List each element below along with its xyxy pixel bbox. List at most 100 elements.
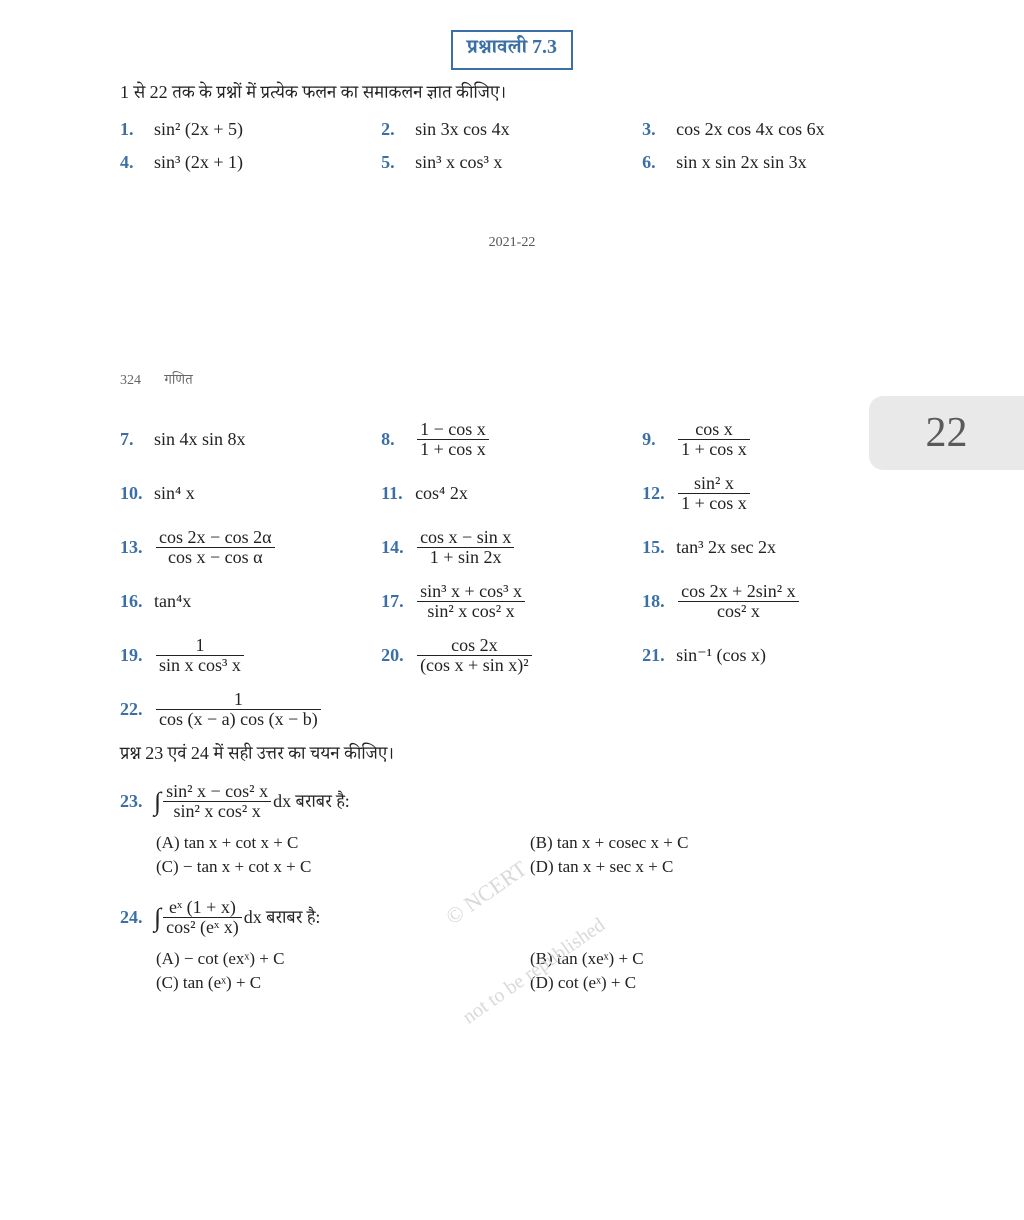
- q-num: 17.: [381, 588, 415, 615]
- integral-icon: ∫: [154, 898, 161, 937]
- question-row-4: 10.sin⁴ x 11.cos⁴ 2x 12.sin² x1 + cos x: [120, 469, 904, 521]
- q-expr: sin³ (2x + 1): [154, 149, 243, 176]
- q17: 17.sin³ x + cos³ xsin² x cos² x: [381, 577, 642, 625]
- q-num: 21.: [642, 642, 676, 669]
- q-num: 9.: [642, 426, 676, 453]
- q13: 13.cos 2x − cos 2αcos x − cos α: [120, 523, 381, 571]
- q-num: 13.: [120, 534, 154, 561]
- q8: 8.1 − cos x1 + cos x: [381, 415, 642, 463]
- q10: 10.sin⁴ x: [120, 469, 381, 517]
- q5: 5.sin³ x cos³ x: [381, 149, 642, 176]
- q12: 12.sin² x1 + cos x: [642, 469, 903, 517]
- instruction-text: 1 से 22 तक के प्रश्नों में प्रत्येक फलन …: [120, 82, 904, 110]
- question-row-5: 13.cos 2x − cos 2αcos x − cos α 14.cos x…: [120, 523, 904, 575]
- question-row-7: 19.1sin x cos³ x 20.cos 2x(cos x + sin x…: [120, 631, 904, 683]
- q-num: 24.: [120, 904, 154, 931]
- q-num: 14.: [381, 534, 415, 561]
- frac-num: cos 2x + 2sin² x: [678, 582, 799, 602]
- frac-num: eˣ (1 + x): [163, 898, 242, 918]
- frac-den: (cos x + sin x)²: [417, 656, 532, 675]
- frac-den: sin² x cos² x: [163, 802, 271, 821]
- q23-opt-a: (A) tan x + cot x + C: [156, 833, 530, 853]
- frac-num: 1: [156, 636, 244, 656]
- q23-opt-c: (C) − tan x + cot x + C: [156, 857, 530, 877]
- side-tab[interactable]: 22: [869, 396, 1024, 470]
- q-tail: dx बराबर है:: [244, 904, 321, 931]
- exercise-title-wrap: प्रश्नावली 7.3: [120, 30, 904, 78]
- q-num: 19.: [120, 642, 154, 669]
- q-expr: tan³ 2x sec 2x: [676, 534, 776, 561]
- fraction: cos 2x(cos x + sin x)²: [417, 636, 532, 675]
- exercise-title: प्रश्नावली 7.3: [451, 30, 573, 70]
- subject-text: गणित: [165, 373, 193, 388]
- frac-num: 1: [156, 690, 321, 710]
- q23-opt-b: (B) tan x + cosec x + C: [530, 833, 904, 853]
- frac-num: cos x: [678, 420, 750, 440]
- mcq-instruction: प्रश्न 23 एवं 24 में सही उत्तर का चयन की…: [120, 743, 904, 771]
- q16: 16.tan⁴x: [120, 577, 381, 625]
- q-expr: sin⁴ x: [154, 480, 195, 507]
- q4: 4.sin³ (2x + 1): [120, 149, 381, 176]
- year-text: 2021-22: [120, 235, 904, 251]
- frac-num: cos 2x − cos 2α: [156, 528, 275, 548]
- fraction: cos 2x + 2sin² xcos² x: [678, 582, 799, 621]
- fraction: eˣ (1 + x)cos² (eˣ x): [163, 898, 242, 937]
- frac-den: cos (x − a) cos (x − b): [156, 710, 321, 729]
- fraction: sin² x − cos² xsin² x cos² x: [163, 782, 271, 821]
- q-num: 10.: [120, 480, 154, 507]
- fraction: 1 − cos x1 + cos x: [417, 420, 489, 459]
- q-expr: sin x sin 2x sin 3x: [676, 149, 807, 176]
- page-number: 324: [120, 373, 141, 388]
- frac-den: sin² x cos² x: [417, 602, 525, 621]
- q-num: 16.: [120, 588, 154, 615]
- q-num: 2.: [381, 116, 415, 143]
- q11: 11.cos⁴ 2x: [381, 469, 642, 517]
- question-row-8: 22.1cos (x − a) cos (x − b): [120, 685, 904, 737]
- q-num: 12.: [642, 480, 676, 507]
- fraction: 1sin x cos³ x: [156, 636, 244, 675]
- q-expr: sin⁻¹ (cos x): [676, 642, 766, 669]
- frac-num: 1 − cos x: [417, 420, 489, 440]
- q21: 21.sin⁻¹ (cos x): [642, 631, 903, 679]
- q-num: 7.: [120, 426, 154, 453]
- fraction: cos x − sin x1 + sin 2x: [417, 528, 514, 567]
- page-header: 324 गणित: [120, 371, 904, 393]
- q-expr: tan⁴x: [154, 588, 191, 615]
- q2: 2.sin 3x cos 4x: [381, 116, 642, 143]
- q-num: 23.: [120, 788, 154, 815]
- frac-num: sin² x: [678, 474, 750, 494]
- q24-options: (A) − cot (exˣ) + C (B) tan (xeˣ) + C (C…: [156, 947, 904, 995]
- q24: 24. ∫ eˣ (1 + x)cos² (eˣ x) dx बराबर है:: [120, 893, 904, 945]
- q-expr: cos 2x cos 4x cos 6x: [676, 116, 824, 143]
- fraction: cos 2x − cos 2αcos x − cos α: [156, 528, 275, 567]
- q23-opt-d: (D) tan x + sec x + C: [530, 857, 904, 877]
- q-expr: sin³ x cos³ x: [415, 149, 502, 176]
- q-num: 20.: [381, 642, 415, 669]
- q-expr: sin 4x sin 8x: [154, 426, 246, 453]
- frac-num: cos x − sin x: [417, 528, 514, 548]
- q-expr: sin² (2x + 5): [154, 116, 243, 143]
- q-num: 5.: [381, 149, 415, 176]
- q7: 7.sin 4x sin 8x: [120, 415, 381, 463]
- q-num: 18.: [642, 588, 676, 615]
- q-expr: cos⁴ 2x: [415, 480, 468, 507]
- q-expr: sin 3x cos 4x: [415, 116, 510, 143]
- q-tail: dx बराबर है:: [273, 788, 350, 815]
- question-row-6: 16.tan⁴x 17.sin³ x + cos³ xsin² x cos² x…: [120, 577, 904, 629]
- frac-den: 1 + sin 2x: [417, 548, 514, 567]
- frac-den: 1 + cos x: [417, 440, 489, 459]
- q3: 3.cos 2x cos 4x cos 6x: [642, 116, 903, 143]
- q23: 23. ∫ sin² x − cos² xsin² x cos² x dx बर…: [120, 777, 904, 829]
- fraction: sin² x1 + cos x: [678, 474, 750, 513]
- q-num: 15.: [642, 534, 676, 561]
- q15: 15.tan³ 2x sec 2x: [642, 523, 903, 571]
- fraction: sin³ x + cos³ xsin² x cos² x: [417, 582, 525, 621]
- frac-den: 1 + cos x: [678, 440, 750, 459]
- integral-icon: ∫: [154, 782, 161, 821]
- question-row-3: 7.sin 4x sin 8x 8.1 − cos x1 + cos x 9.c…: [120, 415, 904, 467]
- fraction: 1cos (x − a) cos (x − b): [156, 690, 321, 729]
- page: प्रश्नावली 7.3 1 से 22 तक के प्रश्नों मे…: [0, 0, 1024, 1220]
- q14: 14.cos x − sin x1 + sin 2x: [381, 523, 642, 571]
- q23-options: (A) tan x + cot x + C (B) tan x + cosec …: [156, 831, 904, 879]
- q-num: 1.: [120, 116, 154, 143]
